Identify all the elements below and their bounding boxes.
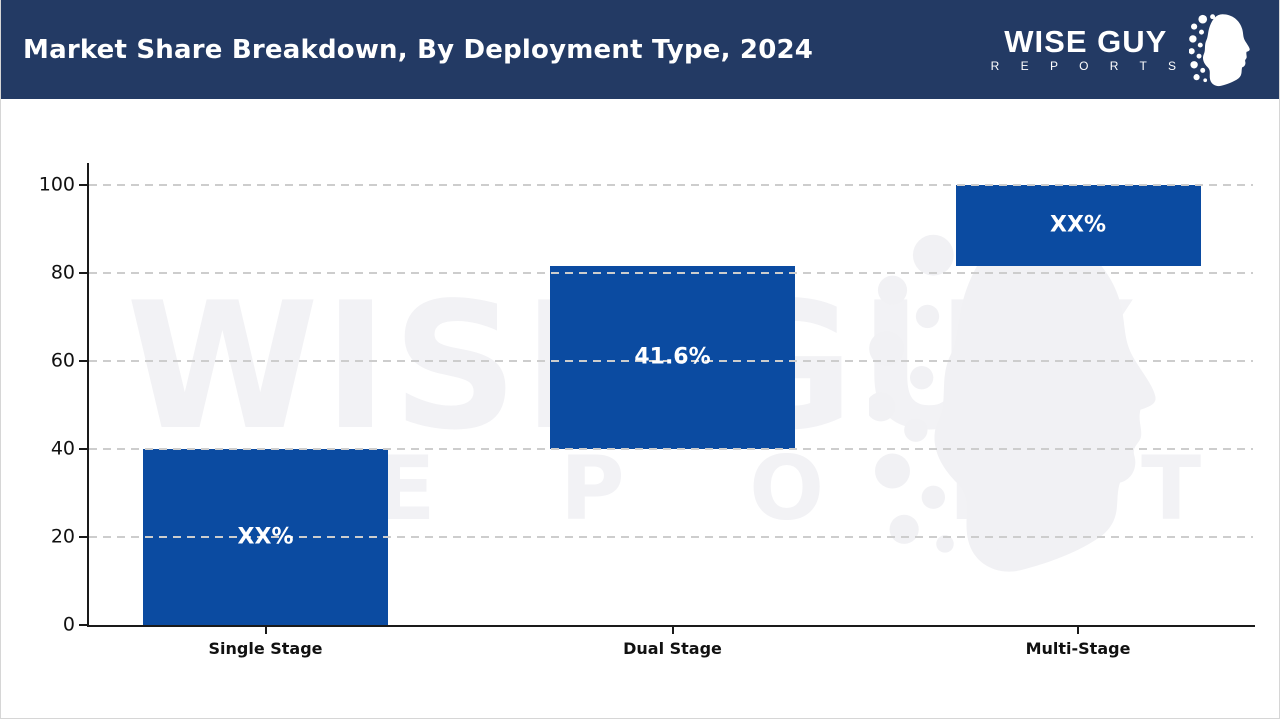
logo-wordmark: WISE GUY <box>1004 24 1168 60</box>
x-category-label: Multi-Stage <box>1025 639 1131 658</box>
y-gridline <box>89 536 1253 538</box>
y-tick-mark <box>79 448 88 450</box>
y-tick-mark <box>79 272 88 274</box>
y-gridline <box>89 272 1253 274</box>
y-gridline <box>89 448 1253 450</box>
watermark-face-icon <box>869 231 1156 572</box>
y-tick-label: 20 <box>50 525 75 548</box>
y-tick-label: 100 <box>38 173 75 196</box>
x-category-label: Dual Stage <box>623 639 722 658</box>
x-category-label: Single Stage <box>208 639 323 658</box>
y-gridline <box>89 360 1253 362</box>
bar-value-label: XX% <box>237 524 294 550</box>
y-tick-label: 80 <box>50 261 75 284</box>
bar-value-label: XX% <box>1050 212 1106 238</box>
logo-subtitle: R E P O R T S <box>990 58 1185 73</box>
y-axis-line <box>87 163 89 627</box>
y-gridline <box>89 184 1253 186</box>
bar-dual-stage <box>550 265 795 449</box>
x-tick-mark <box>1077 627 1079 634</box>
logo-text: WISE GUY R E P O R T S <box>987 26 1185 72</box>
page-title: Market Share Breakdown, By Deployment Ty… <box>23 34 814 65</box>
header-band: Market Share Breakdown, By Deployment Ty… <box>1 0 1279 99</box>
y-tick-mark <box>79 360 88 362</box>
y-tick-mark <box>79 184 88 186</box>
y-tick-mark <box>79 536 88 538</box>
y-tick-label: 0 <box>62 613 75 636</box>
x-tick-mark <box>671 627 674 634</box>
bar-value-label: 41.6% <box>634 344 711 370</box>
x-tick-mark <box>264 627 267 634</box>
x-axis-line <box>87 625 1255 627</box>
y-tick-label: 40 <box>50 437 75 460</box>
y-tick-mark <box>79 624 88 626</box>
bar-multi-stage <box>955 185 1201 266</box>
y-tick-label: 60 <box>50 349 75 372</box>
wise-guy-logo: WISE GUY R E P O R T S <box>987 13 1251 87</box>
